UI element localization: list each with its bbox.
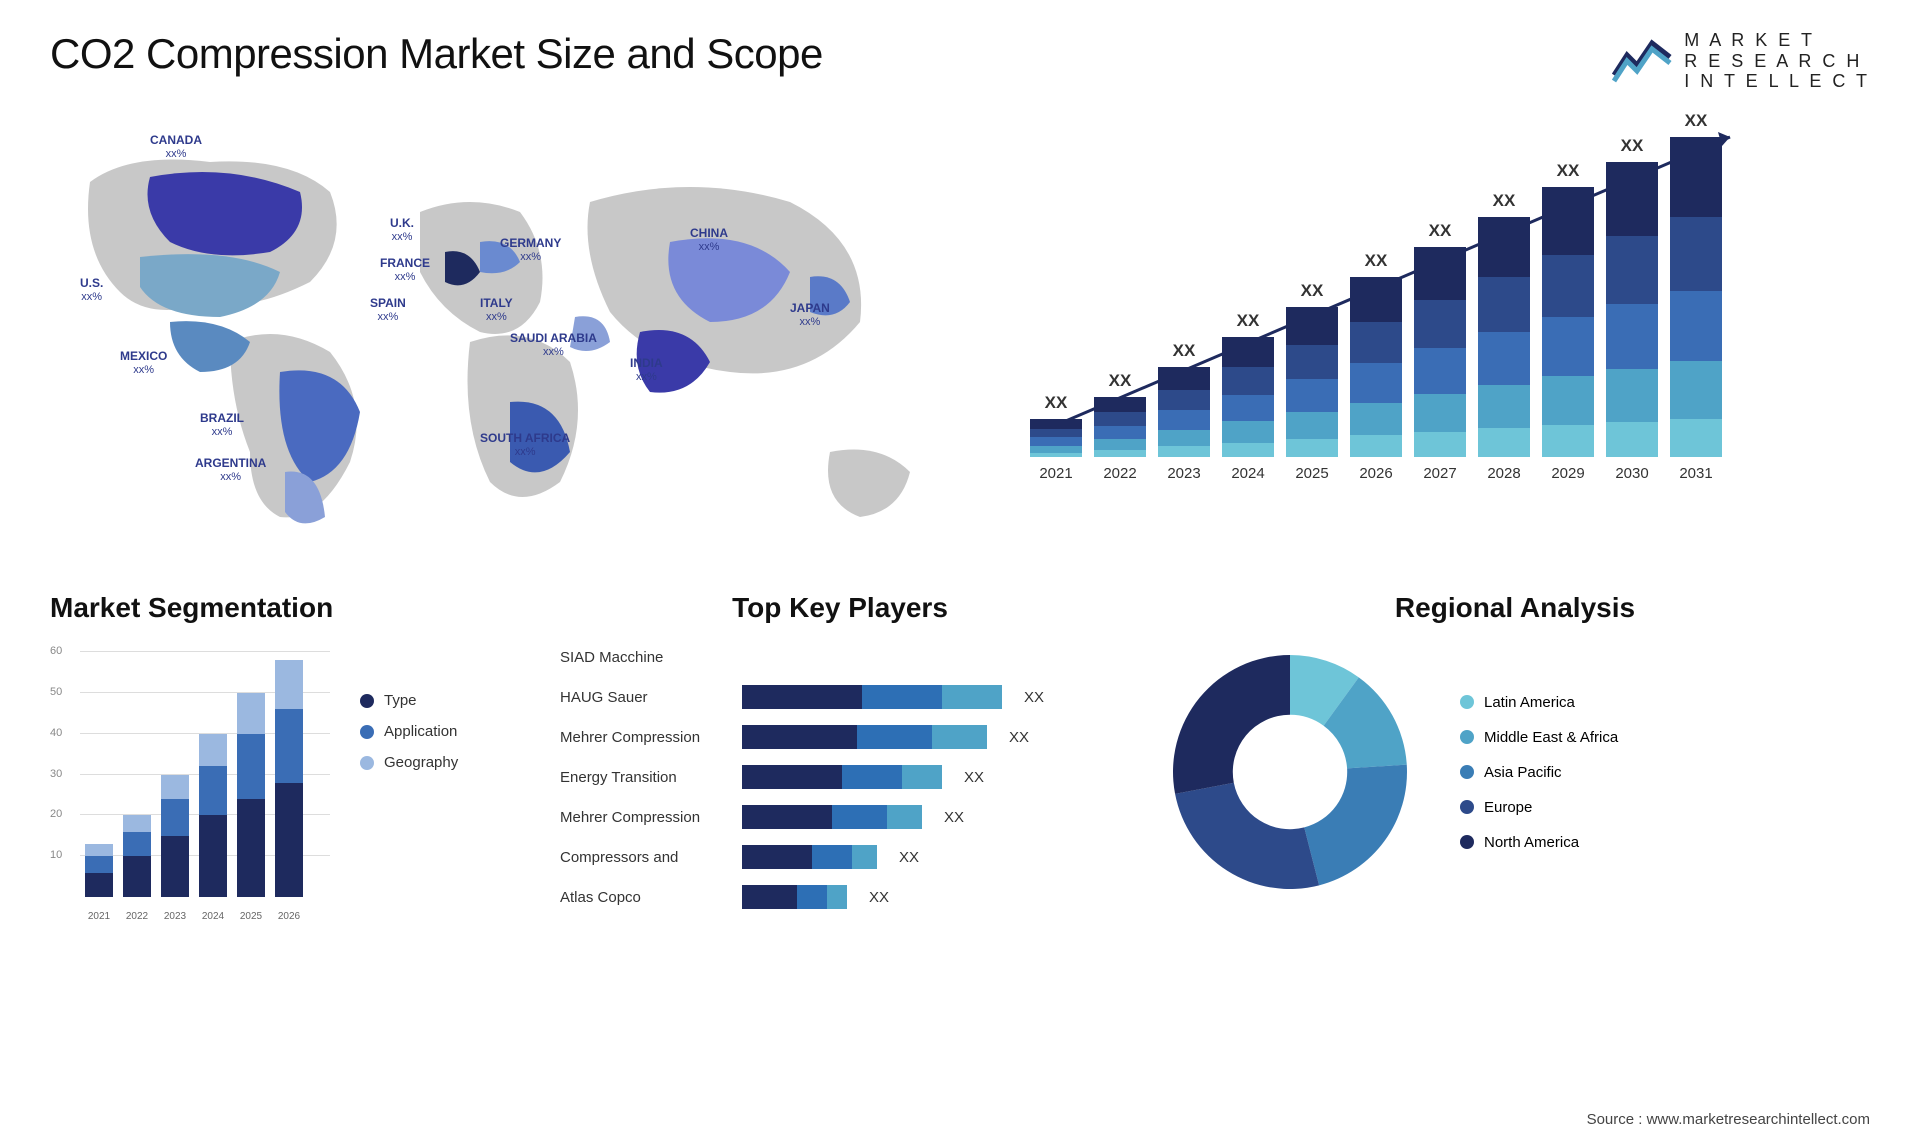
growth-bar: XX2027 <box>1414 221 1466 482</box>
legend-item: Application <box>360 723 458 740</box>
growth-bar: XX2031 <box>1670 111 1722 482</box>
legend-item: Middle East & Africa <box>1460 729 1618 746</box>
legend-item: Europe <box>1460 799 1618 816</box>
legend-item: North America <box>1460 834 1618 851</box>
segmentation-bar <box>85 844 113 897</box>
segmentation-bar <box>275 660 303 897</box>
map-label: CANADAxx% <box>150 134 202 160</box>
legend-item: Type <box>360 692 458 709</box>
legend-item: Geography <box>360 754 458 771</box>
key-players-chart: SIAD Macchine HAUG SauerXX Mehrer Compress… <box>560 642 1120 912</box>
logo-line2: R E S E A R C H <box>1684 51 1870 72</box>
map-label: GERMANYxx% <box>500 237 561 263</box>
donut-slice <box>1175 783 1319 889</box>
brand-logo: M A R K E T R E S E A R C H I N T E L L … <box>1612 30 1870 92</box>
segmentation-chart: 102030405060 202120222023202420252026 <box>50 642 330 922</box>
key-player-row: SIAD Macchine <box>560 642 1120 672</box>
growth-bar-chart: XX2021XX2022XX2023XX2024XX2025XX2026XX20… <box>1010 122 1870 542</box>
map-label: U.S.xx% <box>80 277 103 303</box>
donut-slice <box>1173 655 1290 794</box>
regional-donut-chart <box>1160 642 1420 902</box>
legend-item: Latin America <box>1460 694 1618 711</box>
legend-item: Asia Pacific <box>1460 764 1618 781</box>
logo-line1: M A R K E T <box>1684 30 1870 51</box>
map-label: ITALYxx% <box>480 297 513 323</box>
page-title: CO2 Compression Market Size and Scope <box>50 30 823 78</box>
key-player-row: Atlas CopcoXX <box>560 882 1120 912</box>
growth-bar: XX2021 <box>1030 393 1082 482</box>
growth-bar: XX2025 <box>1286 281 1338 482</box>
key-player-row: Mehrer CompressionXX <box>560 802 1120 832</box>
segmentation-bar <box>199 734 227 897</box>
segmentation-bar <box>161 775 189 898</box>
key-player-row: Mehrer CompressionXX <box>560 722 1120 752</box>
key-player-row: Compressors andXX <box>560 842 1120 872</box>
map-label: BRAZILxx% <box>200 412 244 438</box>
map-label: U.K.xx% <box>390 217 414 243</box>
segmentation-bar <box>237 693 265 897</box>
growth-bar: XX2022 <box>1094 371 1146 482</box>
map-label: ARGENTINAxx% <box>195 457 266 483</box>
growth-bar: XX2030 <box>1606 136 1658 482</box>
donut-slice <box>1304 765 1407 886</box>
segmentation-legend: Type Application Geography <box>360 642 458 922</box>
growth-bar: XX2023 <box>1158 341 1210 482</box>
key-players-title: Top Key Players <box>560 592 1120 624</box>
segmentation-title: Market Segmentation <box>50 592 520 624</box>
map-label: CHINAxx% <box>690 227 728 253</box>
growth-bar: XX2029 <box>1542 161 1594 482</box>
growth-bar: XX2028 <box>1478 191 1530 482</box>
logo-line3: I N T E L L E C T <box>1684 71 1870 92</box>
map-label: FRANCExx% <box>380 257 430 283</box>
world-map: CANADAxx% U.S.xx% MEXICOxx% BRAZILxx% ARGENT… <box>50 122 970 542</box>
map-label: MEXICOxx% <box>120 350 167 376</box>
map-label: JAPANxx% <box>790 302 830 328</box>
key-player-row: Energy TransitionXX <box>560 762 1120 792</box>
regional-title: Regional Analysis <box>1160 592 1870 624</box>
map-label: INDIAxx% <box>630 357 663 383</box>
logo-mark-icon <box>1612 35 1672 88</box>
source-text: Source : www.marketresearchintellect.com <box>1587 1111 1870 1128</box>
growth-bar: XX2024 <box>1222 311 1274 482</box>
map-label: SOUTH AFRICAxx% <box>480 432 570 458</box>
growth-bar: XX2026 <box>1350 251 1402 482</box>
map-label: SAUDI ARABIAxx% <box>510 332 597 358</box>
key-player-row: HAUG SauerXX <box>560 682 1120 712</box>
regional-legend: Latin America Middle East & Africa Asia Pa… <box>1460 694 1618 851</box>
segmentation-bar <box>123 815 151 897</box>
map-label: SPAINxx% <box>370 297 406 323</box>
